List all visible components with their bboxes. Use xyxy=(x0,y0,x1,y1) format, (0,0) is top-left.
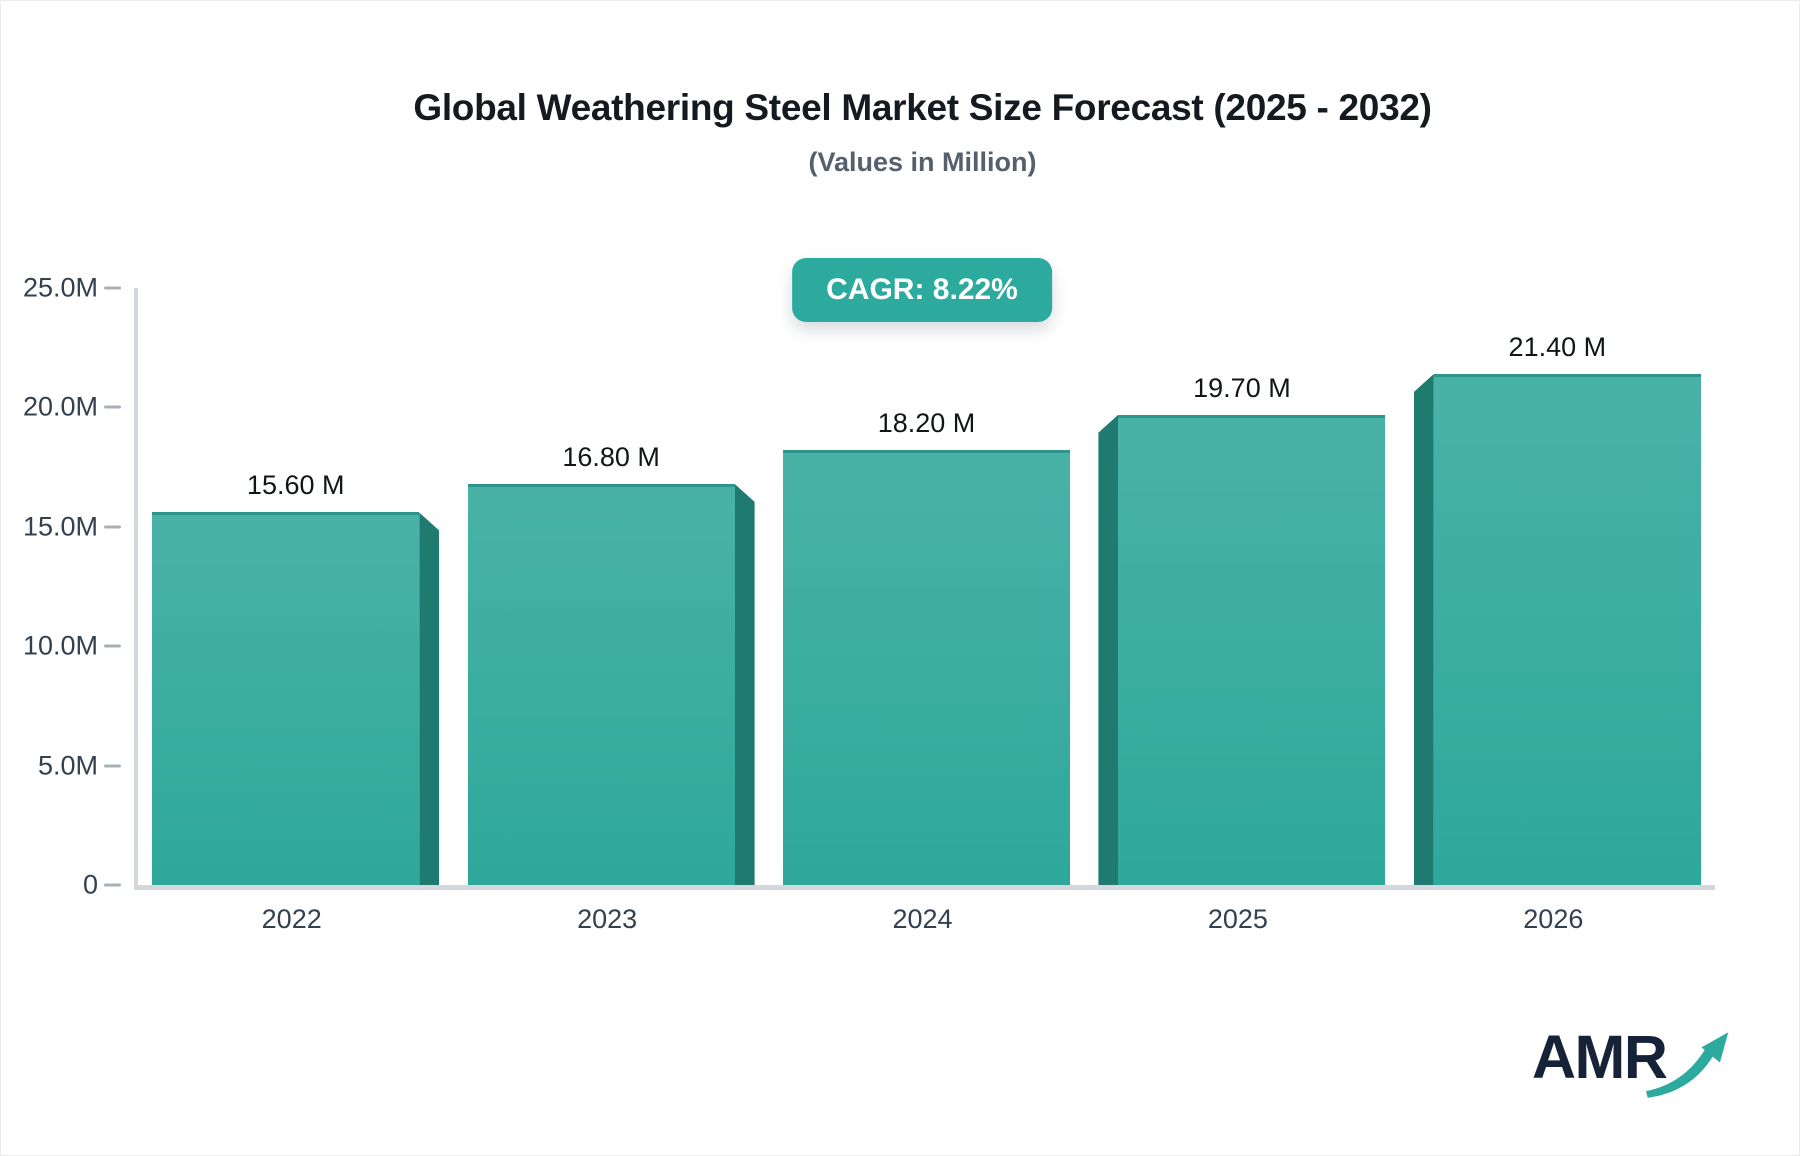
bar-value-label: 21.40 M xyxy=(1508,331,1607,362)
x-axis-label-2022: 2022 xyxy=(261,904,322,934)
x-axis-label-2024: 2024 xyxy=(892,904,953,934)
bar-value-label: 19.70 M xyxy=(1193,372,1291,403)
bar-side-face xyxy=(1098,414,1119,885)
bar-2023 xyxy=(467,483,755,885)
bars-row: 15.60 M 16.80 M 18.20 M 19.70 M 21.40 M xyxy=(138,288,1715,885)
y-axis-label: 15.0M xyxy=(22,511,98,542)
bar-slot-2022: 15.60 M xyxy=(138,288,453,885)
y-axis-label: 10.0M xyxy=(22,630,98,661)
bar-slot-2023: 16.80 M xyxy=(453,288,768,885)
cagr-badge: CAGR: 8.22% xyxy=(792,258,1052,322)
y-axis-label: 20.0M xyxy=(22,391,98,422)
plot-area: 25.0M 20.0M 15.0M 10.0M 5.0M 0 15.60 M 16.80 M… xyxy=(23,273,1715,900)
bar-front-face xyxy=(467,483,735,885)
bar-side-face xyxy=(419,512,440,885)
bar-value-label: 15.60 M xyxy=(246,470,345,501)
bar-2025 xyxy=(1098,414,1386,885)
chart-subtitle: (Values in Million) xyxy=(808,147,1037,177)
bar-front-face xyxy=(1118,414,1386,885)
y-axis-tick xyxy=(104,883,121,887)
bar-value-label: 18.20 M xyxy=(877,408,976,439)
chart-title: Global Weathering Steel Market Size Fore… xyxy=(413,87,1432,128)
y-axis-tick xyxy=(104,644,121,648)
chart-header: Global Weathering Steel Market Size Fore… xyxy=(134,87,1711,178)
bar-slot-2024: 18.20 M xyxy=(769,288,1084,885)
y-axis-tick xyxy=(104,525,121,529)
y-axis-label: 5.0M xyxy=(37,750,98,781)
y-axis-label: 25.0M xyxy=(22,272,98,303)
bar-front-face xyxy=(152,512,420,885)
x-axis-labels: 2022 2023 2024 2025 2026 xyxy=(134,904,1711,935)
y-axis-tick xyxy=(104,405,121,409)
x-axis-label-2026: 2026 xyxy=(1523,904,1584,934)
bar-side-face xyxy=(734,483,755,885)
bar-value-label: 16.80 M xyxy=(562,441,660,472)
x-axis-label-2023: 2023 xyxy=(577,904,638,934)
x-axis-label-2025: 2025 xyxy=(1207,904,1268,934)
bar-slot-2025: 19.70 M xyxy=(1084,288,1399,885)
y-axis-label: 0 xyxy=(82,869,98,900)
bar-front-face xyxy=(783,450,1071,885)
amr-logo-text: AMR xyxy=(1532,1023,1668,1091)
bar-slot-2026: 21.40 M xyxy=(1400,288,1715,885)
amr-logo: AMR xyxy=(1532,1027,1730,1103)
bar-2024 xyxy=(783,450,1071,885)
bar-2022 xyxy=(152,512,440,885)
bar-front-face xyxy=(1433,373,1701,885)
y-axis-tick xyxy=(104,286,121,290)
growth-arrow-icon xyxy=(1646,1032,1729,1098)
bar-side-face xyxy=(1413,373,1434,885)
y-axis-tick xyxy=(104,764,121,768)
bar-2026 xyxy=(1413,373,1701,885)
